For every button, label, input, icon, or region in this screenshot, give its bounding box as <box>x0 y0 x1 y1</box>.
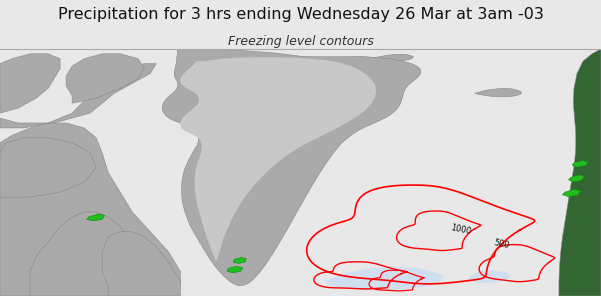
Polygon shape <box>572 160 588 167</box>
Polygon shape <box>469 270 511 283</box>
Polygon shape <box>563 189 581 197</box>
Polygon shape <box>475 89 522 97</box>
Polygon shape <box>569 175 584 182</box>
Polygon shape <box>0 138 96 197</box>
Polygon shape <box>87 214 105 221</box>
Text: 1000: 1000 <box>450 223 472 237</box>
Polygon shape <box>325 266 445 291</box>
Polygon shape <box>0 123 180 296</box>
Polygon shape <box>559 49 601 296</box>
Polygon shape <box>162 49 421 286</box>
Text: Precipitation for 3 hrs ending Wednesday 26 Mar at 3am -03: Precipitation for 3 hrs ending Wednesday… <box>58 7 543 22</box>
Polygon shape <box>30 212 144 296</box>
Text: Freezing level contours: Freezing level contours <box>228 35 373 48</box>
Polygon shape <box>0 54 60 113</box>
Polygon shape <box>66 54 144 103</box>
Polygon shape <box>227 266 243 273</box>
Text: 500: 500 <box>493 239 510 250</box>
Polygon shape <box>233 258 246 263</box>
Polygon shape <box>0 64 156 128</box>
Polygon shape <box>102 232 180 296</box>
Polygon shape <box>180 57 376 261</box>
Polygon shape <box>373 54 413 61</box>
